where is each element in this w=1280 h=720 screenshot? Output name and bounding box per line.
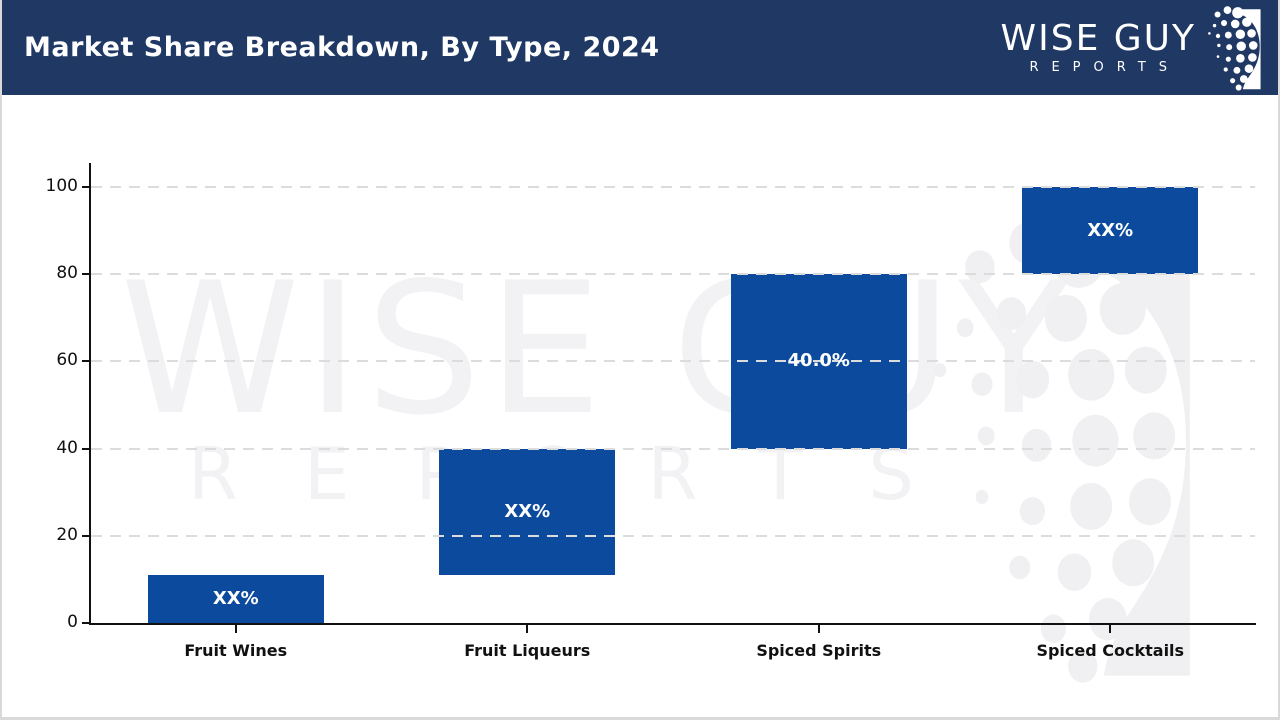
bar-label-1: XX% [504, 500, 551, 522]
y-tick-mark-80 [82, 273, 89, 276]
x-tick-mark-3 [1109, 625, 1112, 633]
page-title: Market Share Breakdown, By Type, 2024 [24, 32, 660, 63]
x-tick-label-2: Spiced Spirits [756, 641, 882, 660]
x-tick-mark-0 [234, 625, 237, 633]
y-tick-mark-60 [82, 360, 89, 363]
logo-subtitle: REPORTS [1029, 60, 1181, 75]
bar-fruit-wines [147, 575, 324, 623]
x-tick-label-3: Spiced Cocktails [1036, 641, 1185, 660]
gridline-60 [91, 360, 1255, 363]
y-tick-label-0: 0 [67, 612, 78, 632]
gridline-80 [91, 273, 1255, 276]
x-axis-line [89, 623, 1256, 625]
y-tick-label-80: 80 [56, 263, 78, 284]
logo-text: WISE GUY REPORTS [1000, 18, 1197, 75]
y-tick-label-60: 60 [56, 350, 78, 371]
bar-fruit-liqueurs [439, 448, 616, 576]
gridline-100 [91, 186, 1255, 188]
header-bar: Market Share Breakdown, By Type, 2024 WI… [2, 0, 1278, 95]
bar-label-0: XX% [212, 588, 259, 610]
wise-guy-reports-logo: WISE GUY REPORTS [1001, 5, 1269, 91]
y-tick-label-20: 20 [56, 524, 78, 545]
x-tick-mark-1 [526, 625, 529, 633]
y-tick-mark-100 [82, 186, 89, 188]
bar-label-2: 40.0% [787, 350, 850, 372]
x-tick-label-0: Fruit Wines [184, 641, 288, 660]
gridline-40 [91, 447, 1255, 450]
logo-wordmark: WISE GUY [1000, 18, 1196, 59]
y-tick-label-100: 100 [45, 176, 78, 196]
y-tick-mark-20 [82, 534, 89, 537]
x-tick-mark-2 [817, 625, 820, 633]
gridline-20 [91, 534, 1255, 537]
y-axis-line [89, 163, 91, 625]
x-tick-label-1: Fruit Liqueurs [464, 641, 591, 660]
chart-plot-area: 0 20 40 60 80 100 XX% Fruit Wines XX% Fruit Lique… [2, 95, 1278, 717]
y-tick-mark-0 [82, 622, 89, 624]
y-tick-mark-40 [82, 447, 89, 450]
y-tick-label-40: 40 [56, 437, 78, 458]
bar-label-3: XX% [1087, 219, 1134, 241]
